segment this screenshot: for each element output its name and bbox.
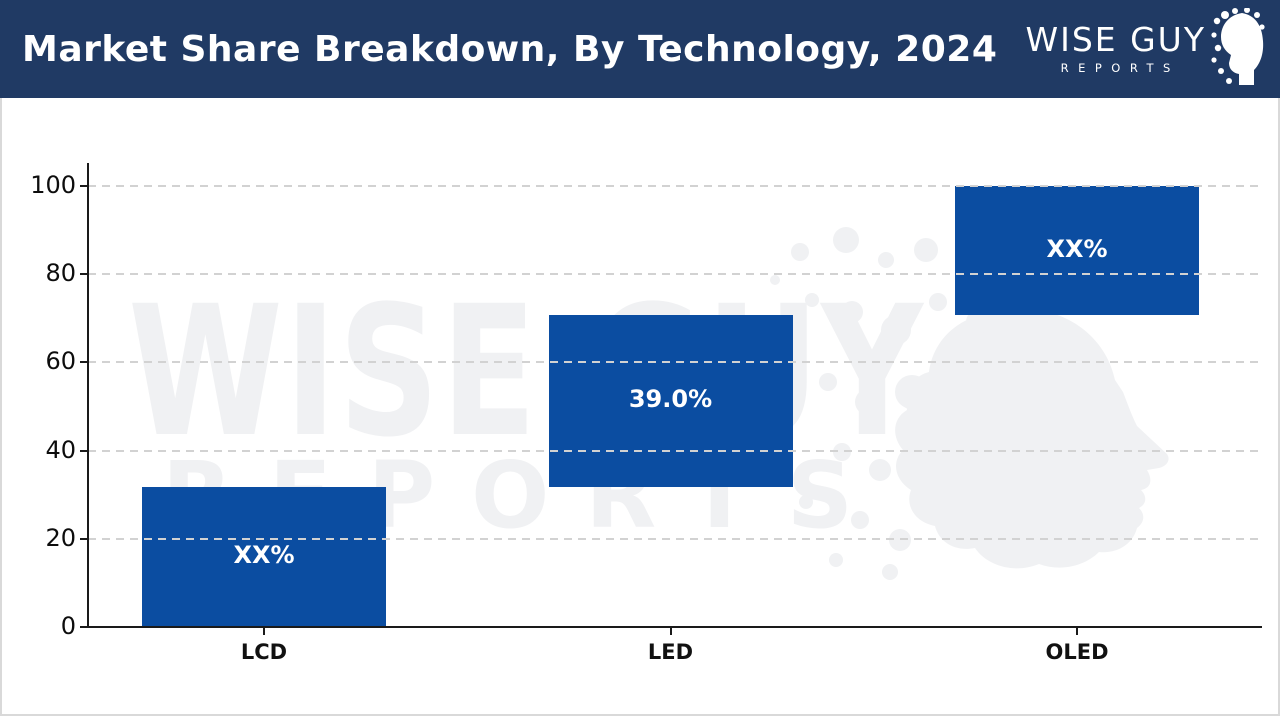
- x-category-label-lcd: LCD: [240, 640, 288, 664]
- watermark-face-icon: [770, 227, 1169, 580]
- y-tick-mark: [80, 626, 88, 628]
- y-tick-mark: [80, 361, 88, 364]
- y-tick-label: 60: [45, 347, 76, 376]
- logo-face-icon: [1211, 8, 1265, 85]
- bar-segment-oled: [955, 186, 1199, 316]
- x-category-label-led: LED: [647, 640, 694, 664]
- y-tick-label: 100: [30, 171, 76, 199]
- gridline: [88, 537, 1262, 540]
- logo-wordmark: WISE GUY: [1025, 20, 1206, 59]
- left-border: [0, 98, 2, 716]
- gridline: [88, 449, 1262, 452]
- y-tick-mark: [80, 273, 88, 276]
- y-axis: [87, 163, 89, 628]
- bar-value-label: XX%: [1046, 234, 1108, 263]
- y-tick-mark: [80, 537, 88, 540]
- gridline: [88, 361, 1262, 364]
- gridline: [88, 185, 1262, 187]
- x-tick-mark: [1076, 628, 1078, 635]
- logo-text: WISE GUY REPORTS: [1025, 23, 1206, 75]
- y-tick-label: 20: [45, 523, 76, 552]
- wise-guy-logo: WISE GUY REPORTS: [1025, 8, 1266, 90]
- x-tick-mark: [263, 628, 265, 635]
- bar-segment-led: [548, 315, 793, 488]
- y-tick-mark: [80, 449, 88, 452]
- y-tick-label: 80: [45, 259, 76, 288]
- bar-value-label: 39.0%: [628, 385, 713, 414]
- y-tick-label: 40: [45, 435, 76, 464]
- y-tick-label: 0: [60, 612, 76, 640]
- logo-subtitle: REPORTS: [1060, 61, 1180, 75]
- header: Market Share Breakdown, By Technology, 2…: [0, 0, 1280, 98]
- page-title: Market Share Breakdown, By Technology, 2…: [22, 28, 998, 70]
- bottom-border: [0, 714, 1280, 716]
- y-tick-mark: [80, 185, 88, 187]
- x-category-label-oled: OLED: [1045, 640, 1109, 664]
- x-axis: [87, 626, 1262, 628]
- bar-segment-lcd: [142, 487, 386, 627]
- x-tick-mark: [669, 628, 672, 635]
- right-border: [1278, 98, 1280, 716]
- bar-value-label: XX%: [233, 541, 295, 570]
- gridline: [88, 273, 1262, 276]
